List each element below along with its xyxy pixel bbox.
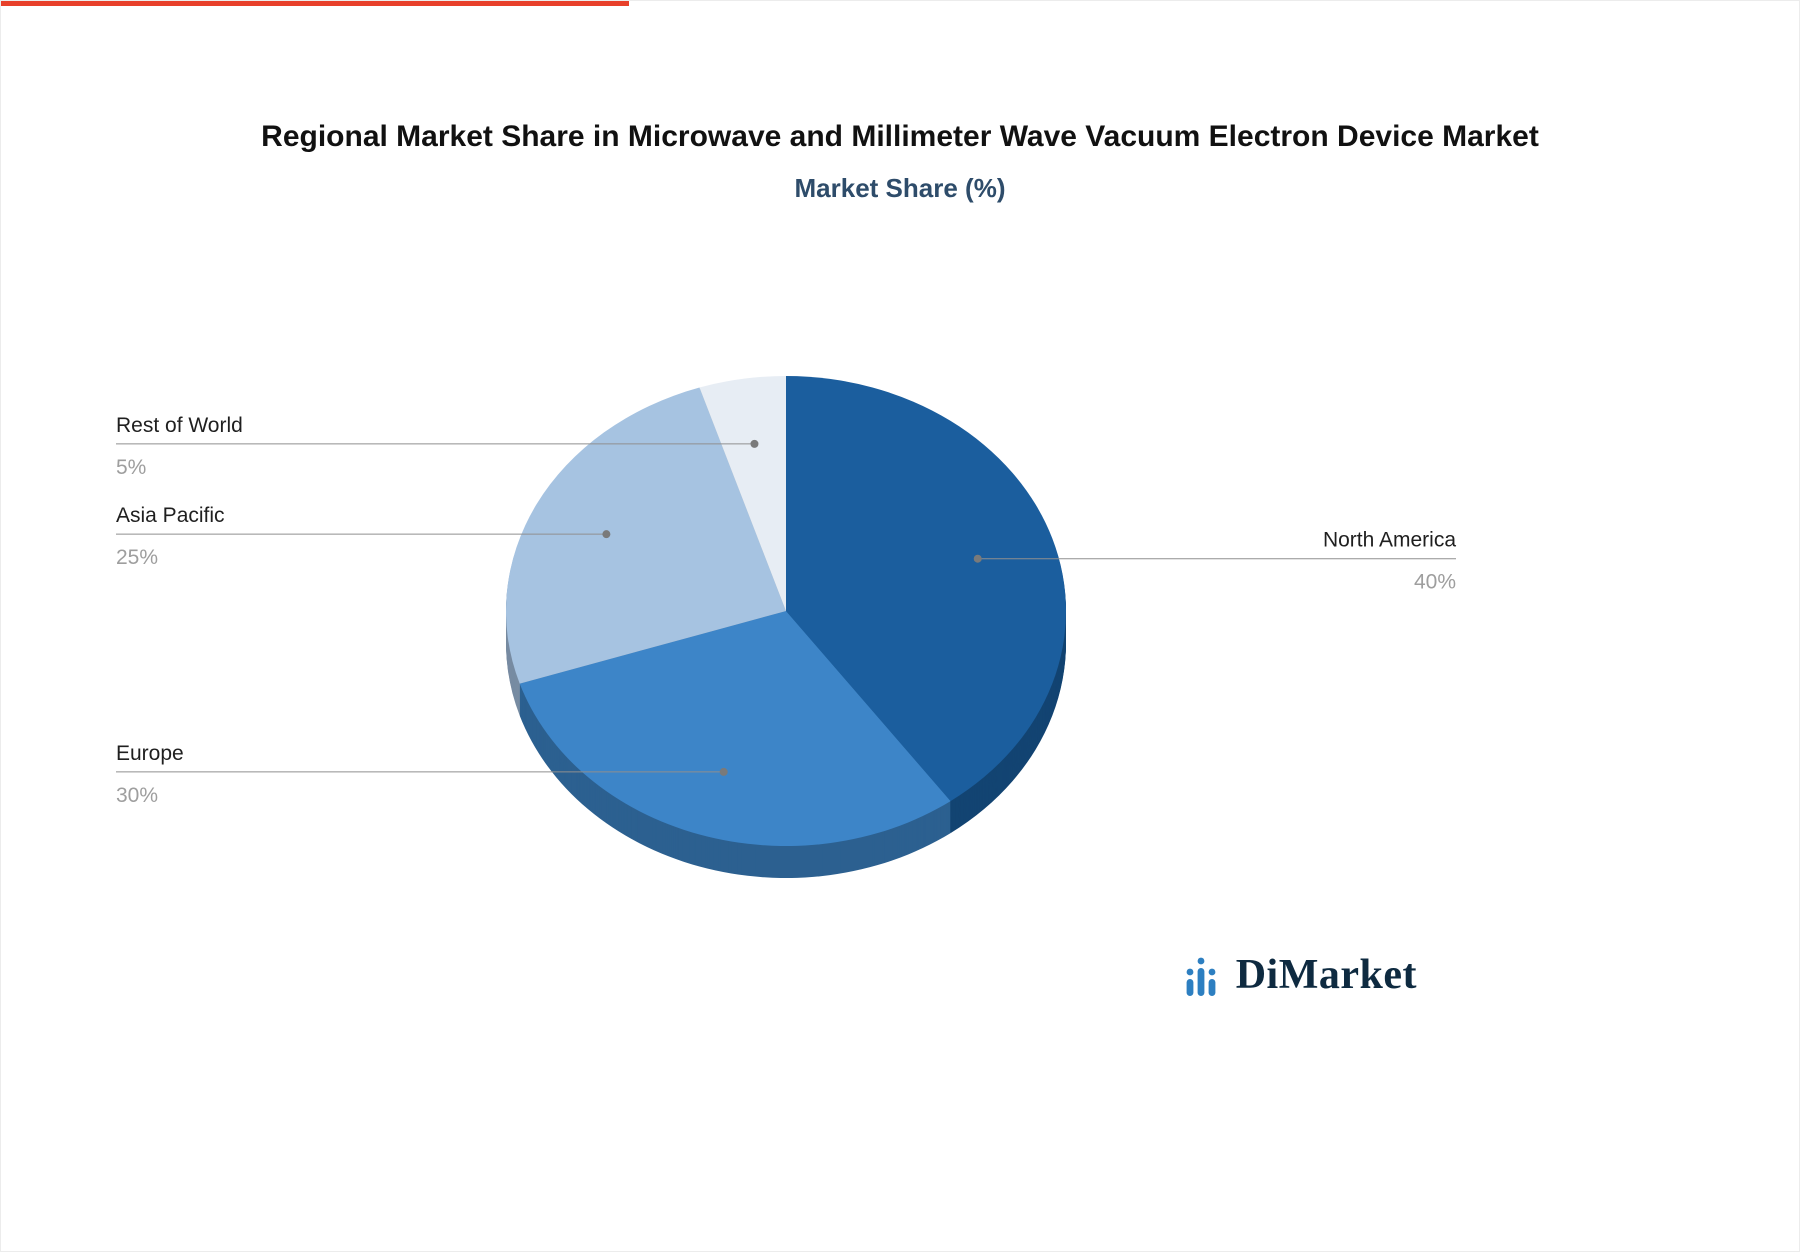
slice-value-europe: 30% — [116, 784, 158, 807]
pie-labels: North America 40% Europe 30% Asia Pacific 25%… — [116, 414, 1456, 807]
dimarket-logo: DiMarket — [1182, 951, 1417, 999]
pie-slice-asia-pacific — [505, 387, 786, 684]
leader-dot-europe — [719, 767, 728, 776]
leader-dot-asia-pacific — [602, 530, 611, 539]
slice-value-north-america: 40% — [1414, 571, 1456, 594]
slice-label-rest-of-world: Rest of World — [116, 414, 243, 437]
slice-value-rest-of-world: 5% — [116, 456, 146, 479]
pie-slice-north-america — [786, 376, 1066, 802]
chart-title: Regional Market Share in Microwave and M… — [261, 120, 1539, 153]
leader-dot-rest-of-world — [750, 439, 759, 448]
bar-chart-icon — [1186, 957, 1216, 996]
slice-value-asia-pacific: 25% — [116, 546, 158, 569]
chart-header: Regional Market Share in Microwave and M… — [250, 113, 1550, 204]
slice-label-north-america: North America — [1323, 529, 1456, 552]
slice-label-asia-pacific: Asia Pacific — [116, 504, 225, 527]
pie-slice-europe — [519, 611, 951, 847]
pie-top-faces — [505, 376, 1066, 847]
top-progress-bar — [1, 1, 629, 6]
pie-slice-rest-of-world — [699, 376, 786, 611]
dimarket-logo-text: DiMarket — [1235, 952, 1417, 998]
slice-label-europe: Europe — [116, 742, 184, 765]
chart-subtitle: Market Share (%) — [794, 173, 1006, 203]
leader-dot-north-america — [973, 554, 982, 563]
